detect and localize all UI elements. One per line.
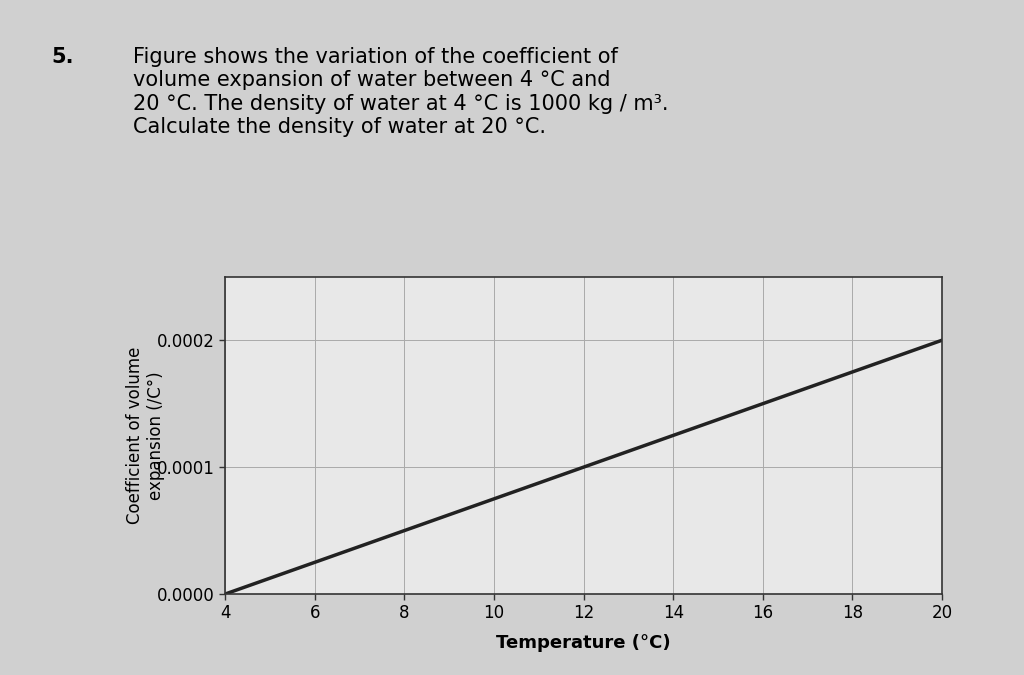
Text: Figure shows the variation of the coefficient of
volume expansion of water betwe: Figure shows the variation of the coeffi… <box>133 47 669 137</box>
X-axis label: Temperature (°C): Temperature (°C) <box>497 634 671 651</box>
Text: 5.: 5. <box>51 47 74 68</box>
Y-axis label: Coefficient of volume
expansion (/C°): Coefficient of volume expansion (/C°) <box>127 347 165 524</box>
